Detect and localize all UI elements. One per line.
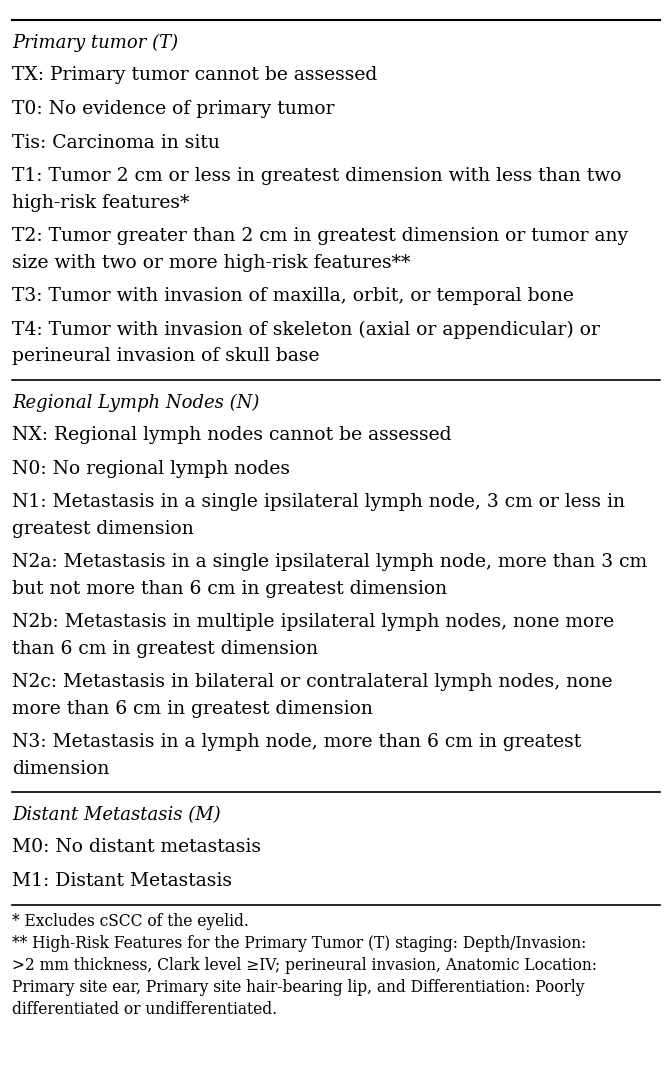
Text: than 6 cm in greatest dimension: than 6 cm in greatest dimension — [12, 640, 318, 658]
Text: N2a: Metastasis in a single ipsilateral lymph node, more than 3 cm: N2a: Metastasis in a single ipsilateral … — [12, 553, 647, 571]
Text: Primary tumor (T): Primary tumor (T) — [12, 34, 178, 52]
Text: T2: Tumor greater than 2 cm in greatest dimension or tumor any: T2: Tumor greater than 2 cm in greatest … — [12, 227, 628, 245]
Text: TX: Primary tumor cannot be assessed: TX: Primary tumor cannot be assessed — [12, 66, 377, 84]
Text: * Excludes cSCC of the eyelid.: * Excludes cSCC of the eyelid. — [12, 912, 249, 929]
Text: more than 6 cm in greatest dimension: more than 6 cm in greatest dimension — [12, 700, 373, 718]
Text: but not more than 6 cm in greatest dimension: but not more than 6 cm in greatest dimen… — [12, 580, 447, 597]
Text: Regional Lymph Nodes (N): Regional Lymph Nodes (N) — [12, 393, 259, 412]
Text: N1: Metastasis in a single ipsilateral lymph node, 3 cm or less in: N1: Metastasis in a single ipsilateral l… — [12, 493, 625, 511]
Text: greatest dimension: greatest dimension — [12, 519, 194, 537]
Text: N3: Metastasis in a lymph node, more than 6 cm in greatest: N3: Metastasis in a lymph node, more tha… — [12, 733, 582, 751]
Text: Distant Metastasis (M): Distant Metastasis (M) — [12, 806, 220, 824]
Text: T1: Tumor 2 cm or less in greatest dimension with less than two: T1: Tumor 2 cm or less in greatest dimen… — [12, 167, 622, 185]
Text: N0: No regional lymph nodes: N0: No regional lymph nodes — [12, 459, 290, 477]
Text: N2c: Metastasis in bilateral or contralateral lymph nodes, none: N2c: Metastasis in bilateral or contrala… — [12, 673, 612, 691]
Text: differentiated or undifferentiated.: differentiated or undifferentiated. — [12, 1001, 277, 1018]
Text: T3: Tumor with invasion of maxilla, orbit, or temporal bone: T3: Tumor with invasion of maxilla, orbi… — [12, 287, 574, 305]
Text: dimension: dimension — [12, 759, 109, 778]
Text: NX: Regional lymph nodes cannot be assessed: NX: Regional lymph nodes cannot be asses… — [12, 426, 452, 444]
Text: ** High-Risk Features for the Primary Tumor (T) staging: Depth/Invasion:: ** High-Risk Features for the Primary Tu… — [12, 934, 586, 952]
Text: perineural invasion of skull base: perineural invasion of skull base — [12, 347, 320, 365]
Text: N2b: Metastasis in multiple ipsilateral lymph nodes, none more: N2b: Metastasis in multiple ipsilateral … — [12, 613, 614, 631]
Text: Tis: Carcinoma in situ: Tis: Carcinoma in situ — [12, 134, 220, 152]
Text: T4: Tumor with invasion of skeleton (axial or appendicular) or: T4: Tumor with invasion of skeleton (axi… — [12, 320, 600, 339]
Text: T0: No evidence of primary tumor: T0: No evidence of primary tumor — [12, 100, 334, 117]
Text: size with two or more high-risk features**: size with two or more high-risk features… — [12, 253, 410, 271]
Text: M1: Distant Metastasis: M1: Distant Metastasis — [12, 871, 232, 890]
Text: M0: No distant metastasis: M0: No distant metastasis — [12, 838, 261, 857]
Text: Primary site ear, Primary site hair-bearing lip, and Differentiation: Poorly: Primary site ear, Primary site hair-bear… — [12, 978, 584, 995]
Text: >2 mm thickness, Clark level ≥IV; perineural invasion, Anatomic Location:: >2 mm thickness, Clark level ≥IV; perine… — [12, 957, 597, 974]
Text: high-risk features*: high-risk features* — [12, 193, 190, 211]
